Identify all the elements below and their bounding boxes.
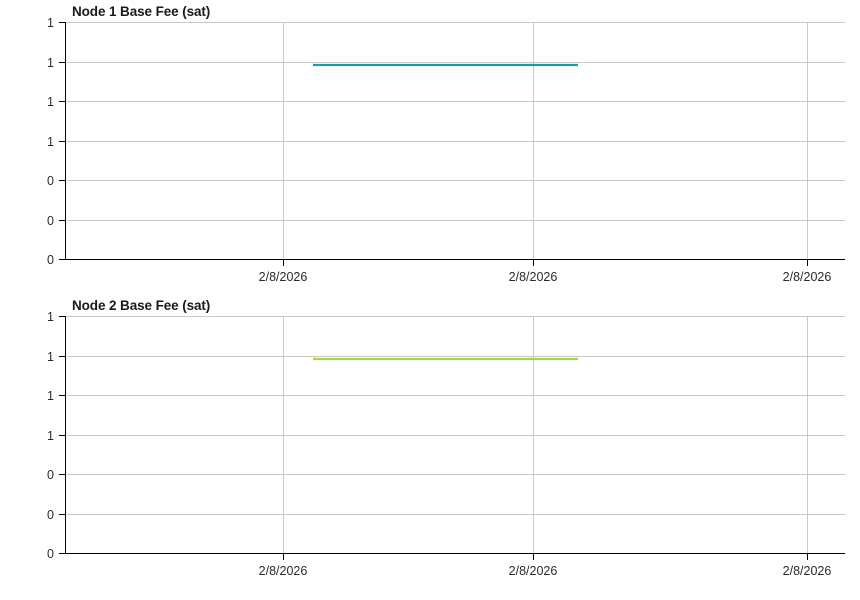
- horizontal-gridlines-node-1: [65, 22, 845, 221]
- chart-panel-node-1: Node 1 Base Fee (sat): [0, 0, 860, 294]
- y-tick-label: 0: [47, 174, 54, 188]
- x-tick-label: 2/8/2026: [783, 564, 832, 578]
- y-tick-label: 1: [47, 56, 54, 70]
- y-tick-label: 0: [47, 214, 54, 228]
- y-tick-label: 0: [47, 508, 54, 522]
- y-tick-label: 1: [47, 95, 54, 109]
- x-tick-label: 2/8/2026: [259, 270, 308, 284]
- horizontal-gridlines-node-2: [65, 316, 845, 515]
- y-tick-label: 1: [47, 310, 54, 324]
- y-axis-node-2: [59, 315, 67, 555]
- y-tick-label: 0: [47, 253, 54, 267]
- x-axis-node-2: [65, 552, 845, 560]
- y-tick-label: 1: [47, 350, 54, 364]
- x-axis-tick-labels-node-2: 2/8/2026 2/8/2026 2/8/2026: [259, 564, 832, 578]
- y-axis-tick-labels-node-2: 1 1 1 1 0 0 0: [47, 310, 54, 561]
- y-axis-tick-labels-node-1: 1 1 1 1 0 0 0: [47, 16, 54, 267]
- y-tick-label: 0: [47, 468, 54, 482]
- x-tick-label: 2/8/2026: [509, 270, 558, 284]
- x-tick-label: 2/8/2026: [783, 270, 832, 284]
- y-tick-label: 0: [47, 547, 54, 561]
- y-axis-node-1: [59, 21, 67, 261]
- plot-area-node-1: 1 1 1 1 0 0 0 2/8/2026 2/8/2026 2/8/2026: [47, 16, 845, 284]
- chart-panel-node-2: Node 2 Base Fee (sat): [0, 294, 860, 588]
- vertical-gridlines-node-2: [283, 316, 808, 553]
- vertical-gridlines-node-1: [283, 22, 808, 259]
- x-tick-label: 2/8/2026: [259, 564, 308, 578]
- x-tick-label: 2/8/2026: [509, 564, 558, 578]
- chart-title-node-2: Node 2 Base Fee (sat): [72, 298, 211, 313]
- y-tick-label: 1: [47, 429, 54, 443]
- y-tick-label: 1: [47, 389, 54, 403]
- plot-area-node-2: 1 1 1 1 0 0 0 2/8/2026 2/8/2026 2/8/2026: [47, 310, 845, 578]
- chart-title-node-1: Node 1 Base Fee (sat): [72, 4, 211, 19]
- x-axis-tick-labels-node-1: 2/8/2026 2/8/2026 2/8/2026: [259, 270, 832, 284]
- y-tick-label: 1: [47, 16, 54, 30]
- x-axis-node-1: [65, 258, 845, 266]
- y-tick-label: 1: [47, 135, 54, 149]
